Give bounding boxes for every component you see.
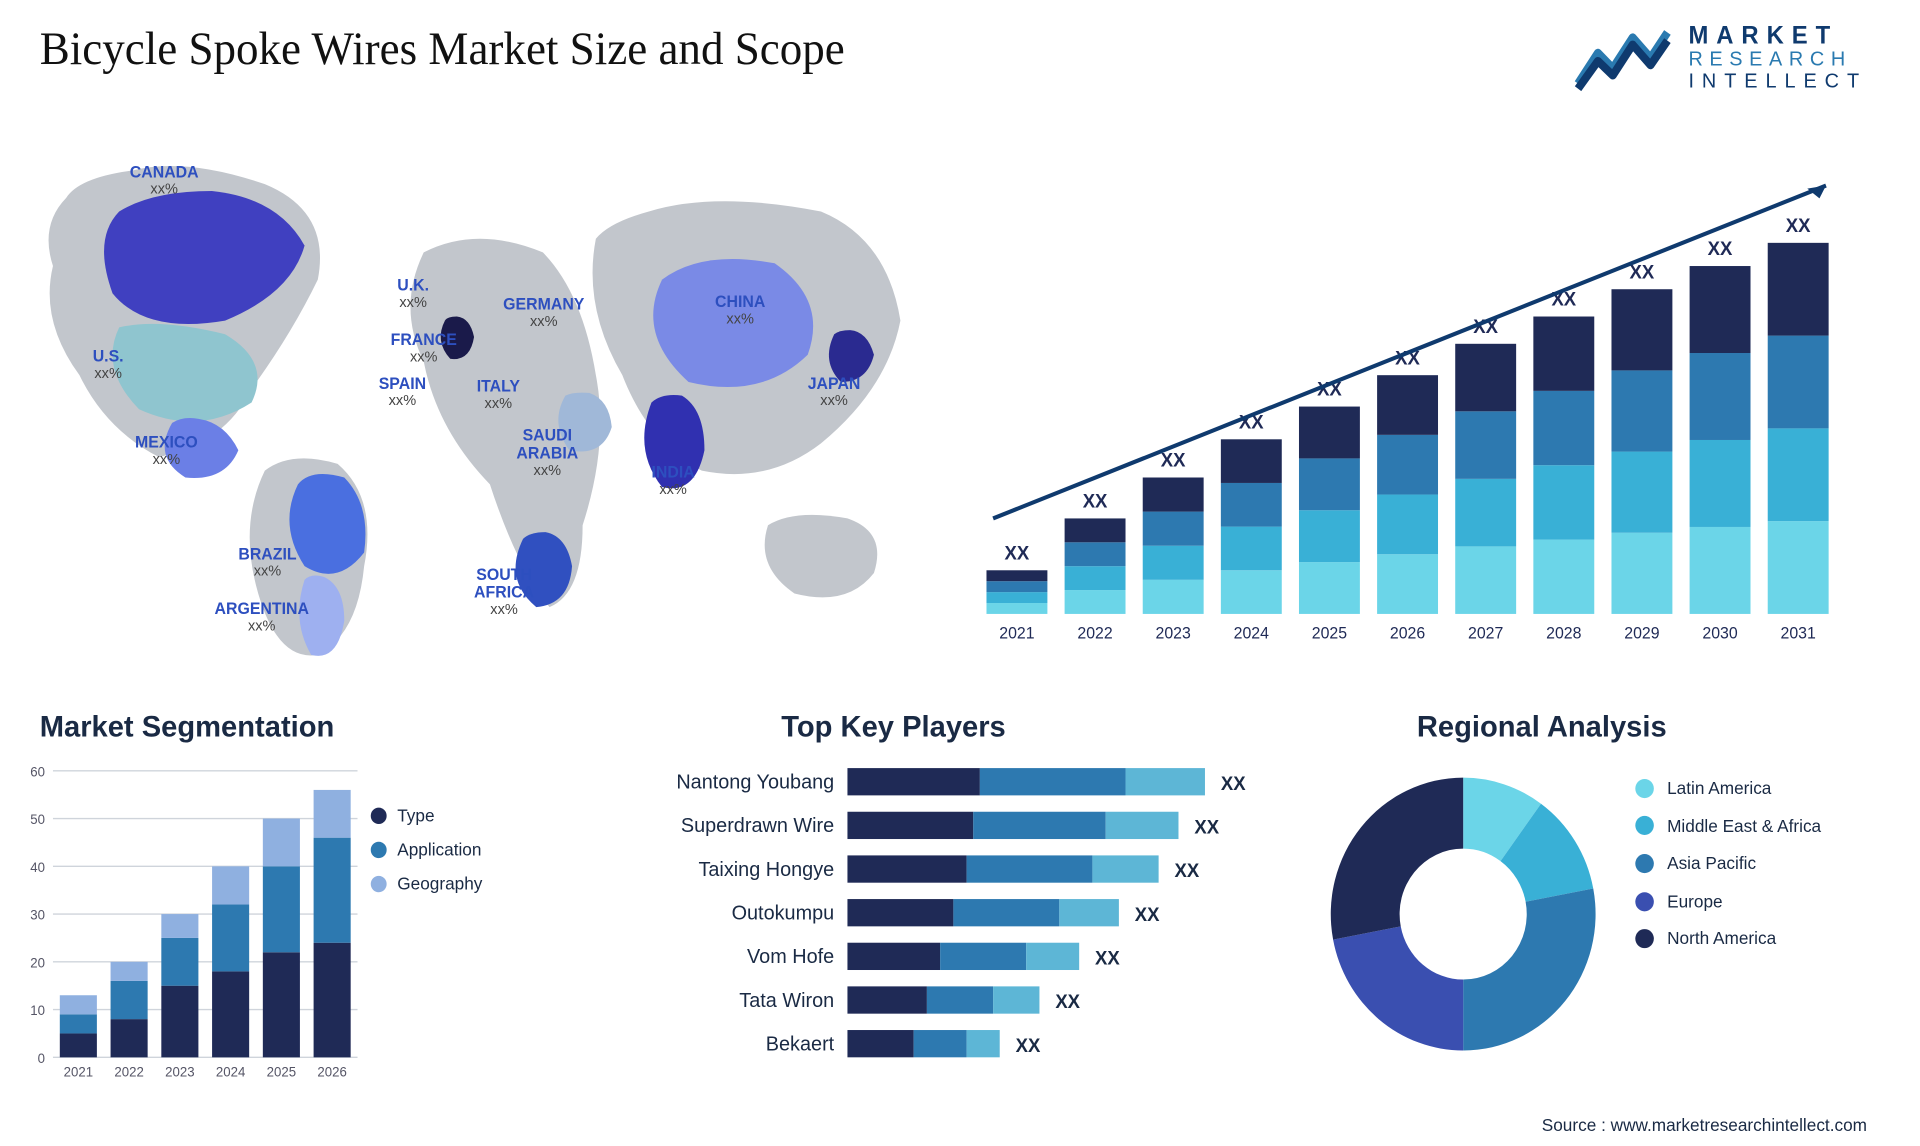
map-label-france: FRANCExx% (391, 332, 457, 366)
svg-text:XX: XX (1095, 947, 1120, 968)
svg-text:2022: 2022 (114, 1064, 143, 1079)
logo-text-1: MARKET (1688, 24, 1867, 50)
map-label-u.s.: U.S.xx% (93, 348, 124, 382)
map-label-italy: ITALYxx% (477, 378, 520, 412)
regional-legend-item: Europe (1635, 891, 1821, 912)
segmentation-legend: Type Application Geography (371, 805, 483, 907)
svg-text:2026: 2026 (317, 1064, 346, 1079)
svg-text:2021: 2021 (999, 624, 1034, 642)
svg-text:XX: XX (1786, 215, 1811, 236)
svg-text:XX: XX (1194, 816, 1219, 837)
svg-text:XX: XX (1708, 238, 1733, 259)
players-bar-chart: Nantong Youbang XX Superdrawn Wire XX Taixin… (622, 757, 1324, 1112)
svg-text:10: 10 (30, 1003, 45, 1018)
map-label-saudi-arabia: SAUDIARABIAxx% (516, 427, 578, 479)
svg-text:50: 50 (30, 812, 45, 827)
map-label-argentina: ARGENTINAxx% (215, 600, 309, 634)
seg-legend-item: Type (371, 805, 483, 825)
map-label-canada: CANADAxx% (130, 164, 199, 198)
svg-text:2022: 2022 (1077, 624, 1112, 642)
svg-text:Nantong Youbang: Nantong Youbang (676, 771, 834, 793)
svg-text:Taixing Hongye: Taixing Hongye (698, 859, 834, 881)
seg-legend-item: Geography (371, 873, 483, 893)
world-map: CANADAxx% U.S.xx% MEXICOxx% BRAZILxx% ARGENT… (26, 116, 953, 675)
svg-text:XX: XX (1221, 773, 1246, 794)
map-label-brazil: BRAZILxx% (238, 546, 296, 580)
svg-text:XX: XX (1161, 449, 1186, 470)
svg-text:XX: XX (1016, 1035, 1041, 1056)
svg-text:2023: 2023 (1156, 624, 1191, 642)
players-title: Top Key Players (781, 709, 1006, 744)
svg-text:20: 20 (30, 955, 45, 970)
svg-text:2021: 2021 (64, 1064, 93, 1079)
segmentation-bar-chart: 0 10 20 30 40 50 60 2021 2022 2023 2024 2025 2026 (13, 757, 596, 1098)
svg-text:2026: 2026 (1390, 624, 1425, 642)
map-label-spain: SPAINxx% (379, 375, 426, 409)
regional-legend-item: Middle East & Africa (1635, 815, 1821, 836)
svg-text:2024: 2024 (216, 1064, 246, 1079)
svg-text:30: 30 (30, 907, 45, 922)
map-label-germany: GERMANYxx% (503, 296, 584, 330)
map-label-india: INDIAxx% (651, 464, 694, 498)
svg-text:XX: XX (1055, 991, 1080, 1012)
map-label-u.k.: U.K.xx% (397, 277, 429, 311)
svg-text:Vom Hofe: Vom Hofe (747, 946, 834, 968)
svg-text:60: 60 (30, 764, 45, 779)
svg-text:2029: 2029 (1624, 624, 1659, 642)
svg-text:2025: 2025 (1312, 624, 1347, 642)
svg-text:0: 0 (38, 1051, 45, 1066)
page-title: Bicycle Spoke Wires Market Size and Scop… (40, 25, 845, 77)
regional-legend-item: Latin America (1635, 778, 1821, 799)
regional-title: Regional Analysis (1417, 709, 1667, 744)
brand-logo: MARKET RESEARCH INTELLECT (1573, 20, 1867, 95)
svg-text:Outokumpu: Outokumpu (732, 902, 835, 924)
map-label-china: CHINAxx% (715, 293, 765, 327)
svg-text:2024: 2024 (1234, 624, 1269, 642)
logo-icon (1573, 20, 1672, 95)
regional-legend-item: Asia Pacific (1635, 853, 1821, 874)
regional-legend-item: North America (1635, 928, 1821, 949)
regional-legend: Latin America Middle East & Africa Asia Pa… (1635, 778, 1821, 966)
svg-text:2030: 2030 (1702, 624, 1737, 642)
map-label-south-africa: SOUTHAFRICAxx% (474, 566, 534, 618)
svg-text:Superdrawn Wire: Superdrawn Wire (681, 815, 834, 837)
seg-legend-item: Application (371, 839, 483, 859)
segmentation-title: Market Segmentation (40, 709, 335, 744)
svg-text:XX: XX (1175, 860, 1200, 881)
svg-text:XX: XX (1135, 904, 1160, 925)
svg-text:40: 40 (30, 860, 45, 875)
source-text: Source : www.marketresearchintellect.com (1542, 1115, 1867, 1135)
svg-text:Bekaert: Bekaert (766, 1033, 835, 1055)
svg-text:XX: XX (1083, 490, 1108, 511)
map-label-mexico: MEXICOxx% (135, 434, 198, 468)
svg-text:XX: XX (1005, 542, 1030, 563)
map-label-japan: JAPANxx% (808, 375, 861, 409)
svg-text:2027: 2027 (1468, 624, 1503, 642)
regional-donut-chart (1311, 757, 1616, 1071)
growth-bar-chart: 2021XX2022XX2023XX2024XX2025XX2026XX2027… (967, 136, 1881, 654)
svg-text:2023: 2023 (165, 1064, 194, 1079)
svg-text:2028: 2028 (1546, 624, 1581, 642)
svg-text:Tata Wiron: Tata Wiron (739, 990, 834, 1012)
logo-text-2: RESEARCH (1688, 49, 1867, 70)
logo-text-3: INTELLECT (1688, 71, 1867, 92)
svg-text:2031: 2031 (1781, 624, 1816, 642)
svg-text:2025: 2025 (267, 1064, 296, 1079)
